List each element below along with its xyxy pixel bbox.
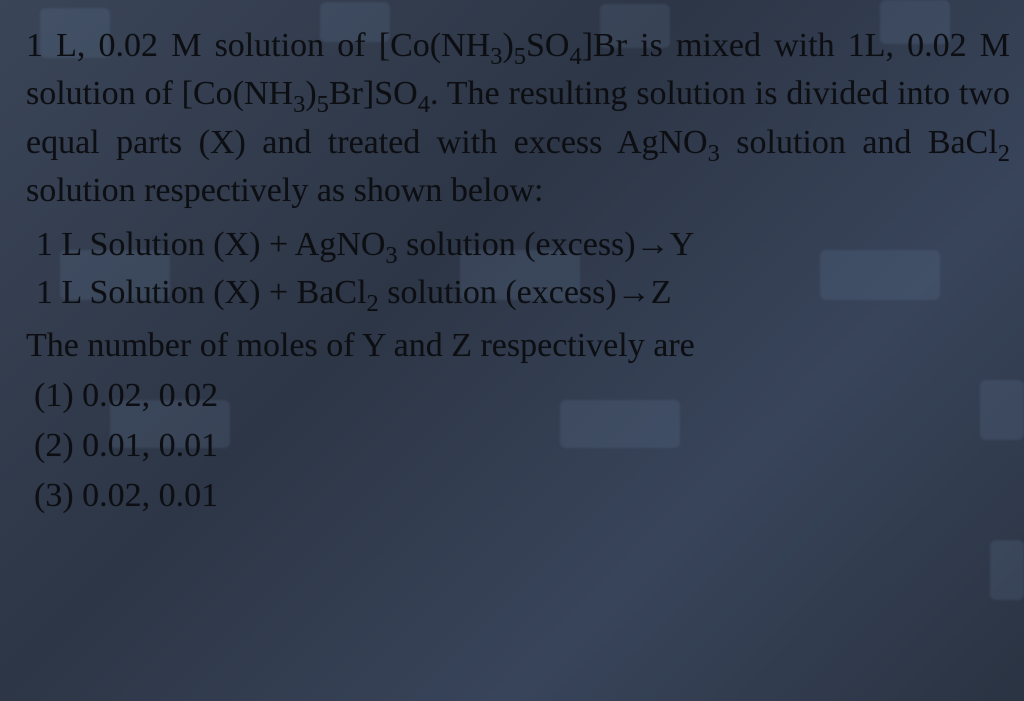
option-text: 0.02, 0.01 <box>82 477 218 514</box>
option-label: (1) <box>34 377 74 414</box>
option-list: (1) 0.02, 0.02 (2) 0.01, 0.01 (3) 0.02, … <box>26 372 1010 521</box>
option-text: 0.01, 0.01 <box>82 427 218 464</box>
question-stem: 1 L, 0.02 M solution of [Co(NH3)5SO4]Br … <box>26 22 1010 215</box>
reaction-1: 1 L Solution (X) + AgNO3 solution (exces… <box>36 221 1010 269</box>
option-text: 0.02, 0.02 <box>82 377 218 414</box>
question-prompt: The number of moles of Y and Z respectiv… <box>26 322 1010 370</box>
option-label: (2) <box>34 427 74 464</box>
option-2: (2) 0.01, 0.01 <box>34 422 1010 470</box>
option-label: (3) <box>34 477 74 514</box>
option-3: (3) 0.02, 0.01 <box>34 472 1010 520</box>
option-1: (1) 0.02, 0.02 <box>34 372 1010 420</box>
reaction-list: 1 L Solution (X) + AgNO3 solution (exces… <box>26 221 1010 318</box>
question-block: 1 L, 0.02 M solution of [Co(NH3)5SO4]Br … <box>0 0 1024 543</box>
reaction-2: 1 L Solution (X) + BaCl2 solution (exces… <box>36 269 1010 317</box>
